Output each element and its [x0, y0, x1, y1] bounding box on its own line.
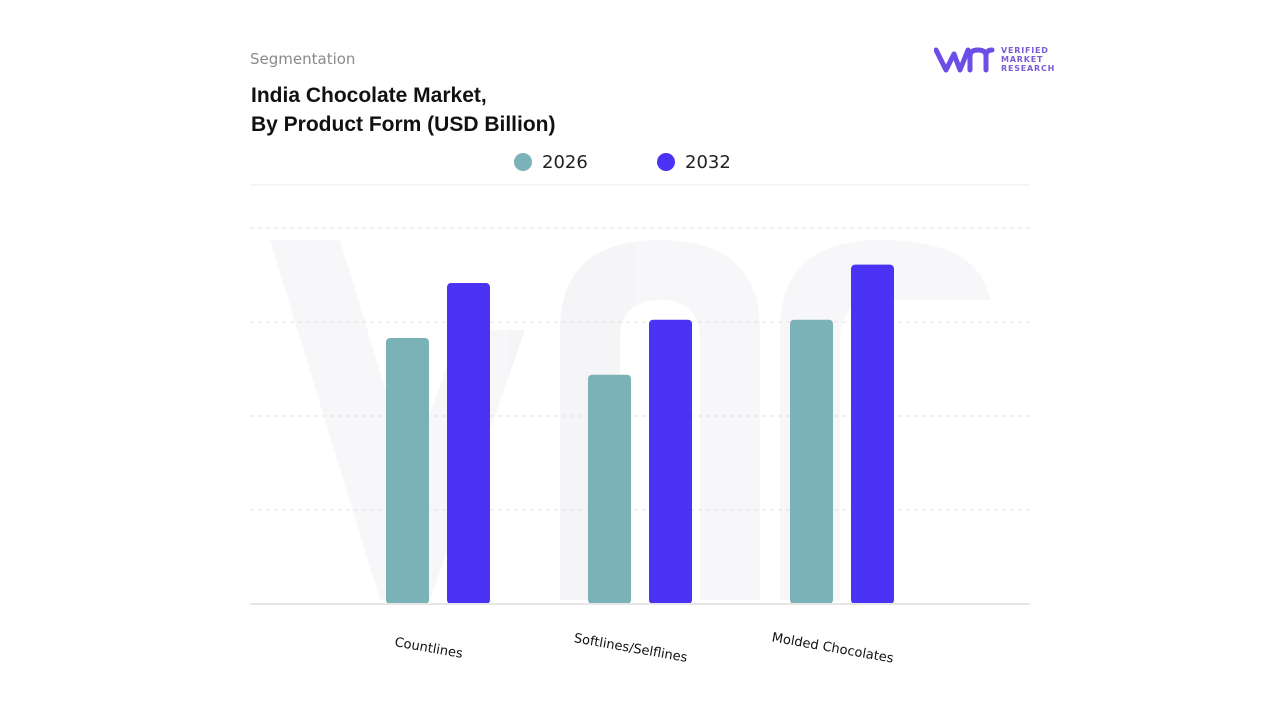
category-label: Countlines [393, 635, 464, 662]
category-label: Softlines/Selflines [573, 631, 689, 666]
bar-2032-molded-chocolates [851, 264, 894, 604]
vmr-logo-icon [934, 47, 995, 73]
category-labels: Countlines Softlines/Selflines Molded Choc… [393, 630, 894, 666]
chart-title-line1: India Chocolate Market, [251, 84, 487, 107]
grid-lines [250, 227, 1030, 511]
bar-2026-molded-chocolates [790, 319, 833, 604]
chart-title-line2: By Product Form (USD Billion) [251, 113, 556, 136]
logo-text-research: RESEARCH [1001, 64, 1056, 73]
category-label: Molded Chocolates [771, 630, 895, 666]
legend-label-2032: 2032 [685, 151, 731, 173]
legend-item-2026: 2026 [514, 150, 588, 174]
bar-2026-softlines-selflines [588, 374, 631, 604]
legend-label-2026: 2026 [542, 151, 588, 173]
bar-2032-countlines [447, 283, 490, 604]
bar-2026-countlines [386, 338, 429, 604]
legend-swatch-2032 [657, 153, 675, 171]
logo-text-verified: VERIFIED [1001, 46, 1049, 55]
logo-text-market: MARKET [1001, 55, 1044, 64]
bar-2032-softlines-selflines [649, 319, 692, 604]
segment-label: Segmentation [250, 50, 356, 68]
legend-item-2032: 2032 [657, 150, 731, 174]
bars [386, 264, 894, 604]
legend-swatch-2026 [514, 153, 532, 171]
